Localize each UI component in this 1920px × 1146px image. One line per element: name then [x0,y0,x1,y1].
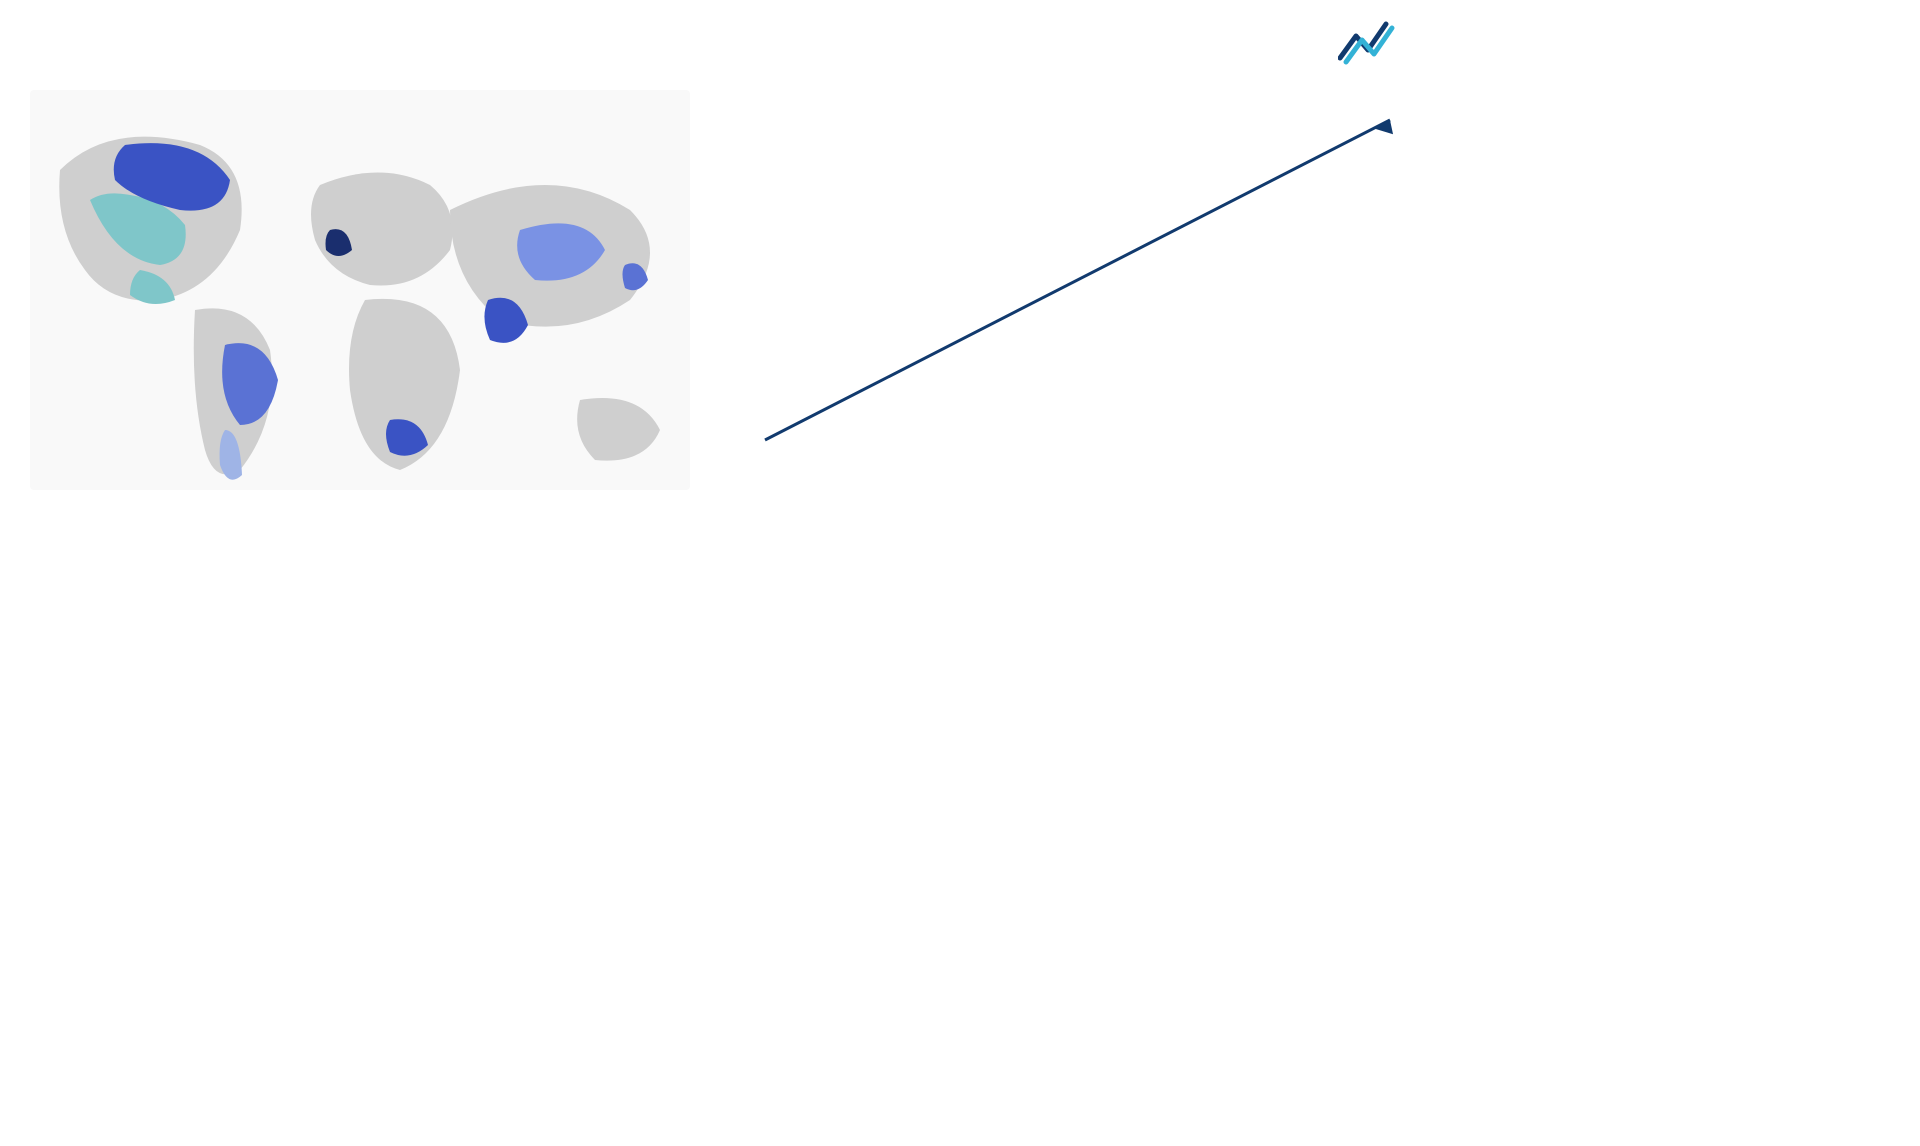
regional-donut [1010,570,1210,770]
brand-logo [1338,14,1410,70]
world-map [30,90,690,490]
world-map-svg [30,90,690,490]
growth-chart [730,90,1410,490]
logo-mark-icon [1338,14,1398,70]
segmentation-chart [30,560,270,800]
